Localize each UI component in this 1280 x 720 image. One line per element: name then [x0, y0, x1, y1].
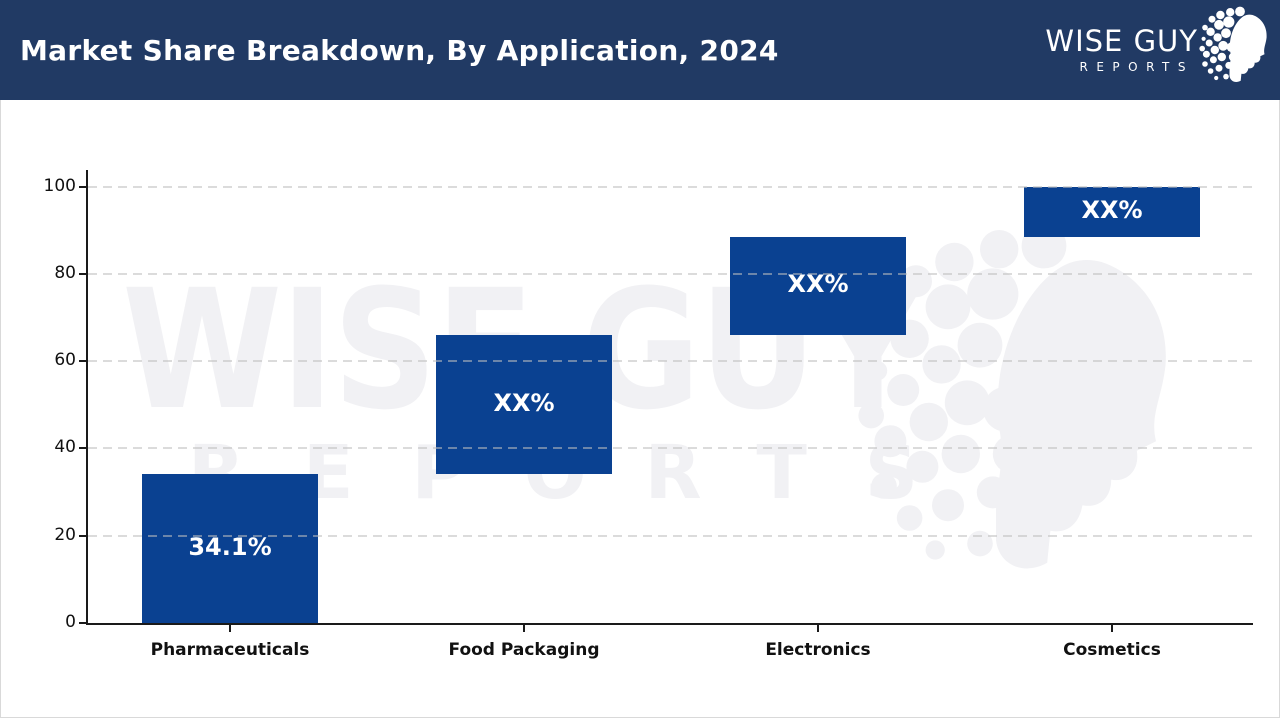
bar-cosmetics: [1024, 186, 1200, 238]
gridline-100: [88, 185, 1253, 188]
bar-electronics: [730, 237, 906, 335]
category-label-cosmetics: Cosmetics: [1063, 640, 1161, 660]
gridline-20: [88, 534, 1253, 537]
x-tick-food-packaging: [523, 625, 525, 632]
logo-wordmark: WISE GUY: [1045, 24, 1198, 58]
gridline-80: [88, 272, 1253, 275]
y-tick-80: [79, 272, 86, 275]
x-tick-cosmetics: [1111, 625, 1113, 632]
wiseguy-logo: WISE GUY REPORTS: [1020, 0, 1270, 100]
x-axis-spine: [86, 623, 1253, 625]
header-banner: Market Share Breakdown, By Application, …: [0, 0, 1280, 100]
bar-value-label-electronics: XX%: [787, 270, 849, 299]
bar-value-label-pharmaceuticals: 34.1%: [188, 532, 272, 561]
bar-pharmaceuticals: [142, 474, 318, 623]
gridline-60: [88, 360, 1253, 363]
y-tick-60: [79, 360, 86, 363]
y-tick-label-60: 60: [54, 350, 76, 371]
y-tick-100: [79, 185, 86, 188]
bar-food-packaging: [436, 334, 612, 475]
y-tick-label-0: 0: [65, 612, 76, 632]
y-tick-40: [79, 447, 86, 450]
y-tick-20: [79, 534, 86, 537]
y-tick-label-100: 100: [43, 175, 76, 196]
logo-reports-text: REPORTS: [1079, 60, 1194, 74]
y-tick-label-80: 80: [54, 262, 76, 283]
y-tick-label-20: 20: [54, 524, 76, 545]
y-tick-0: [79, 622, 86, 624]
gridline-40: [88, 447, 1253, 450]
x-tick-pharmaceuticals: [229, 625, 231, 632]
bar-value-label-food-packaging: XX%: [493, 388, 555, 417]
category-label-pharmaceuticals: Pharmaceuticals: [150, 640, 310, 660]
bar-value-label-cosmetics: XX%: [1081, 195, 1143, 224]
x-tick-electronics: [817, 625, 819, 632]
y-axis-spine: [86, 170, 88, 625]
category-label-food-packaging: Food Packaging: [448, 640, 600, 660]
category-label-electronics: Electronics: [765, 640, 871, 660]
watermark-head-icon: [858, 223, 1166, 569]
chart-title: Market Share Breakdown, By Application, …: [20, 33, 779, 67]
y-tick-label-40: 40: [54, 437, 76, 458]
logo-head-icon: [1199, 6, 1267, 83]
